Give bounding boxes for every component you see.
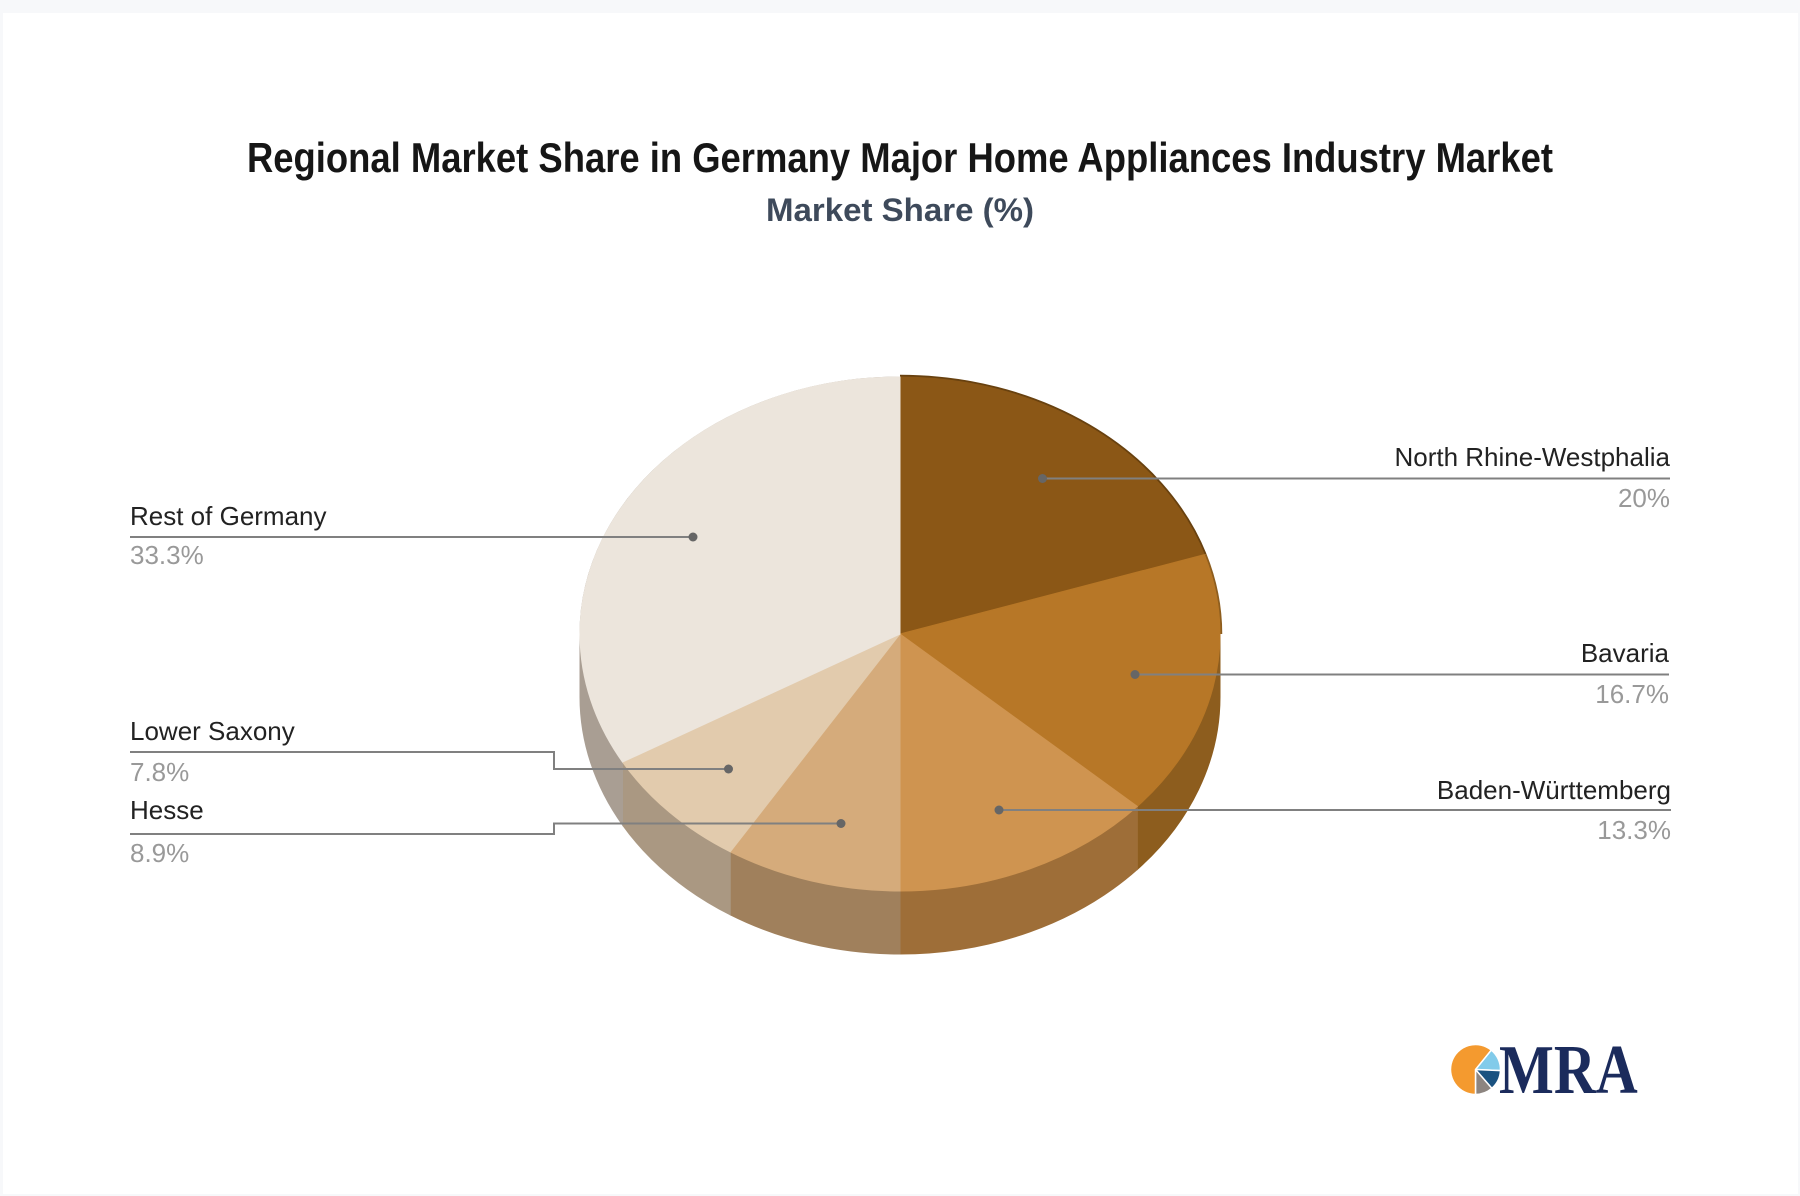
svg-text:MRA: MRA <box>1499 1031 1638 1108</box>
svg-text:20%: 20% <box>1618 483 1670 513</box>
svg-text:13.3%: 13.3% <box>1597 815 1671 845</box>
svg-text:Hesse: Hesse <box>130 795 204 825</box>
svg-text:33.3%: 33.3% <box>130 540 204 570</box>
svg-text:North Rhine-Westphalia: North Rhine-Westphalia <box>1394 442 1670 472</box>
svg-text:Bavaria: Bavaria <box>1581 638 1670 668</box>
svg-text:Lower Saxony: Lower Saxony <box>130 716 295 746</box>
svg-text:16.7%: 16.7% <box>1595 679 1669 709</box>
svg-text:Market Share (%): Market Share (%) <box>766 192 1034 228</box>
svg-text:7.8%: 7.8% <box>130 757 189 787</box>
svg-text:Baden-Württemberg: Baden-Württemberg <box>1437 775 1671 805</box>
svg-text:8.9%: 8.9% <box>130 838 189 868</box>
svg-text:Rest of Germany: Rest of Germany <box>130 501 327 531</box>
svg-text:Regional Market Share in Germa: Regional Market Share in Germany Major H… <box>247 134 1553 181</box>
